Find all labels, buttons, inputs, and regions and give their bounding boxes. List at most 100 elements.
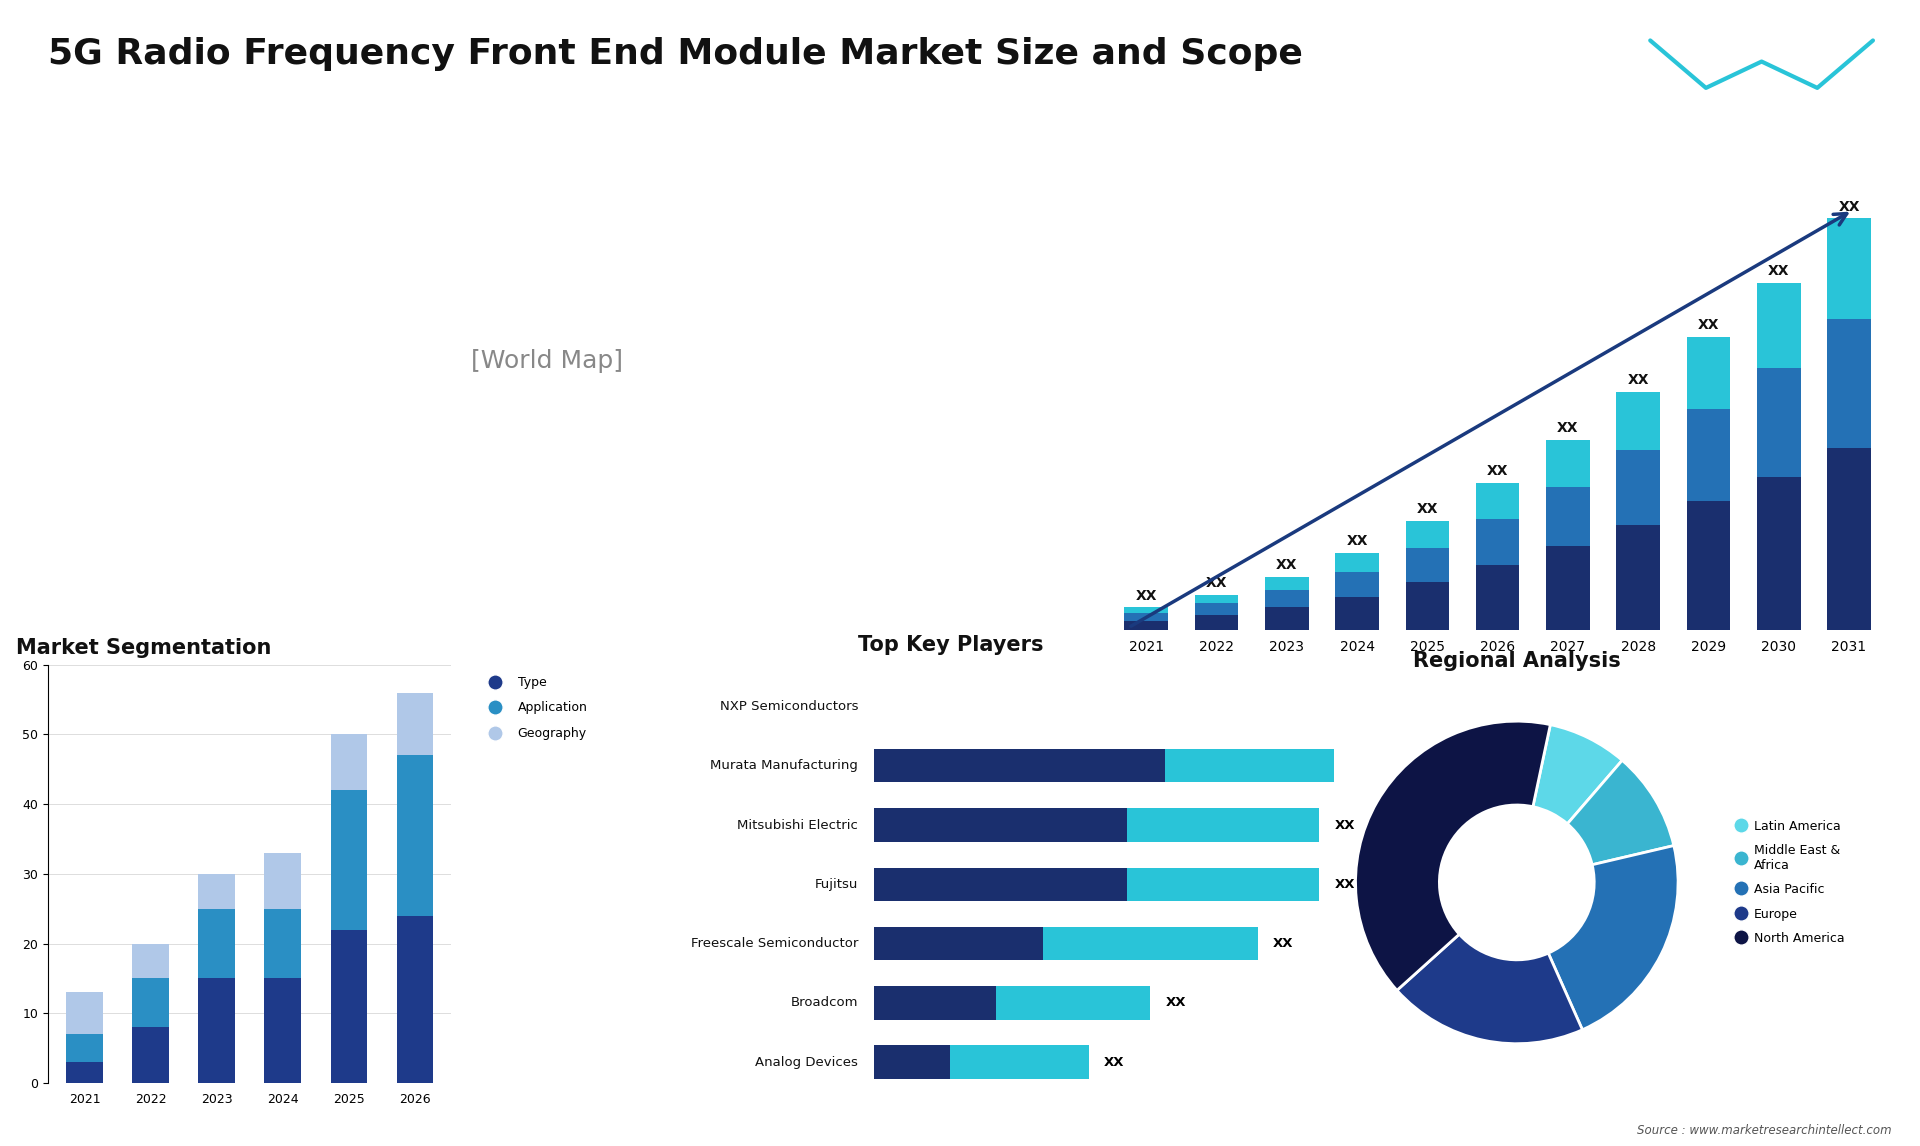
Text: Market Segmentation: Market Segmentation <box>15 637 271 658</box>
Text: RESEARCH: RESEARCH <box>1736 112 1788 121</box>
Bar <box>1476 519 1519 565</box>
Text: XX: XX <box>1417 502 1438 517</box>
Title: Regional Analysis: Regional Analysis <box>1413 651 1620 670</box>
Text: Fujitsu: Fujitsu <box>814 878 858 890</box>
FancyBboxPatch shape <box>874 868 1127 901</box>
Wedge shape <box>1567 760 1674 865</box>
Bar <box>1828 219 1870 319</box>
Bar <box>330 791 367 929</box>
Bar <box>1476 565 1519 630</box>
FancyBboxPatch shape <box>874 1045 950 1078</box>
Text: Source : www.marketresearchintellect.com: Source : www.marketresearchintellect.com <box>1636 1124 1891 1137</box>
Text: XX: XX <box>1135 589 1158 603</box>
Wedge shape <box>1356 721 1549 990</box>
Bar <box>67 992 102 1034</box>
Text: XX: XX <box>1486 464 1509 478</box>
FancyBboxPatch shape <box>1127 808 1319 842</box>
Bar <box>265 853 301 909</box>
Bar <box>397 755 432 916</box>
Text: XX: XX <box>1557 421 1578 435</box>
FancyBboxPatch shape <box>950 1045 1089 1078</box>
Bar <box>132 979 169 1027</box>
Bar <box>1828 319 1870 448</box>
Bar <box>1686 337 1730 409</box>
Text: XX: XX <box>1837 199 1860 213</box>
Text: XX: XX <box>1346 534 1367 548</box>
Bar <box>1194 595 1238 604</box>
Text: 5G Radio Frequency Front End Module Market Size and Scope: 5G Radio Frequency Front End Module Mark… <box>48 37 1304 71</box>
Bar <box>67 1034 102 1062</box>
FancyBboxPatch shape <box>1165 749 1396 783</box>
Text: [World Map]: [World Map] <box>470 350 624 372</box>
Bar <box>1265 576 1309 590</box>
Bar <box>198 979 234 1083</box>
Text: Analog Devices: Analog Devices <box>755 1055 858 1068</box>
Text: XX: XX <box>1165 996 1187 1010</box>
Text: XX: XX <box>1334 818 1356 832</box>
Bar <box>1194 604 1238 615</box>
Bar <box>1546 487 1590 545</box>
Bar <box>1405 582 1450 630</box>
Bar <box>1125 621 1167 630</box>
Legend: Latin America, Middle East &
Africa, Asia Pacific, Europe, North America: Latin America, Middle East & Africa, Asi… <box>1732 815 1849 950</box>
Bar <box>1757 368 1801 477</box>
Bar <box>1476 482 1519 519</box>
FancyBboxPatch shape <box>874 808 1127 842</box>
Bar <box>397 692 432 755</box>
Text: XX: XX <box>1628 374 1649 387</box>
Text: XX: XX <box>1273 937 1294 950</box>
Bar <box>1334 572 1379 597</box>
Text: XX: XX <box>1277 558 1298 572</box>
Bar <box>397 916 432 1083</box>
Bar <box>198 874 234 909</box>
Wedge shape <box>1398 934 1582 1044</box>
Text: XX: XX <box>1104 1055 1125 1068</box>
Bar <box>1686 501 1730 630</box>
Bar <box>1125 613 1167 621</box>
Text: Murata Manufacturing: Murata Manufacturing <box>710 760 858 772</box>
FancyBboxPatch shape <box>874 986 996 1020</box>
Title: Top Key Players: Top Key Players <box>858 635 1043 654</box>
Text: INTELLECT: INTELLECT <box>1734 128 1789 138</box>
Bar <box>1334 597 1379 630</box>
Bar <box>1617 392 1661 450</box>
Bar <box>1265 590 1309 607</box>
Bar <box>330 735 367 791</box>
Bar <box>1405 521 1450 548</box>
Bar <box>132 943 169 979</box>
Text: Mitsubishi Electric: Mitsubishi Electric <box>737 818 858 832</box>
FancyBboxPatch shape <box>874 749 1165 783</box>
Bar <box>1828 448 1870 630</box>
FancyBboxPatch shape <box>1127 868 1319 901</box>
Text: XX: XX <box>1334 878 1356 890</box>
Bar <box>1546 545 1590 630</box>
Bar <box>1265 607 1309 630</box>
Text: XX: XX <box>1206 576 1227 590</box>
FancyBboxPatch shape <box>874 927 1043 960</box>
Bar <box>1617 450 1661 525</box>
Text: XX: XX <box>1768 264 1789 277</box>
Bar <box>1546 440 1590 487</box>
Bar <box>330 929 367 1083</box>
FancyBboxPatch shape <box>1043 927 1258 960</box>
Bar <box>1194 615 1238 630</box>
Text: XX: XX <box>1411 760 1432 772</box>
Bar <box>265 979 301 1083</box>
Wedge shape <box>1532 724 1622 824</box>
Text: XX: XX <box>1697 319 1718 332</box>
Bar <box>1757 477 1801 630</box>
Bar <box>1757 283 1801 368</box>
Bar <box>67 1062 102 1083</box>
Text: MARKET: MARKET <box>1740 96 1784 105</box>
FancyBboxPatch shape <box>996 986 1150 1020</box>
Bar <box>1686 409 1730 501</box>
Bar <box>1125 607 1167 613</box>
Bar <box>1334 552 1379 572</box>
Text: Broadcom: Broadcom <box>791 996 858 1010</box>
Text: NXP Semiconductors: NXP Semiconductors <box>720 700 858 713</box>
Text: Freescale Semiconductor: Freescale Semiconductor <box>691 937 858 950</box>
Wedge shape <box>1548 846 1678 1030</box>
Bar <box>265 909 301 979</box>
Bar <box>132 1027 169 1083</box>
Bar <box>1405 548 1450 582</box>
